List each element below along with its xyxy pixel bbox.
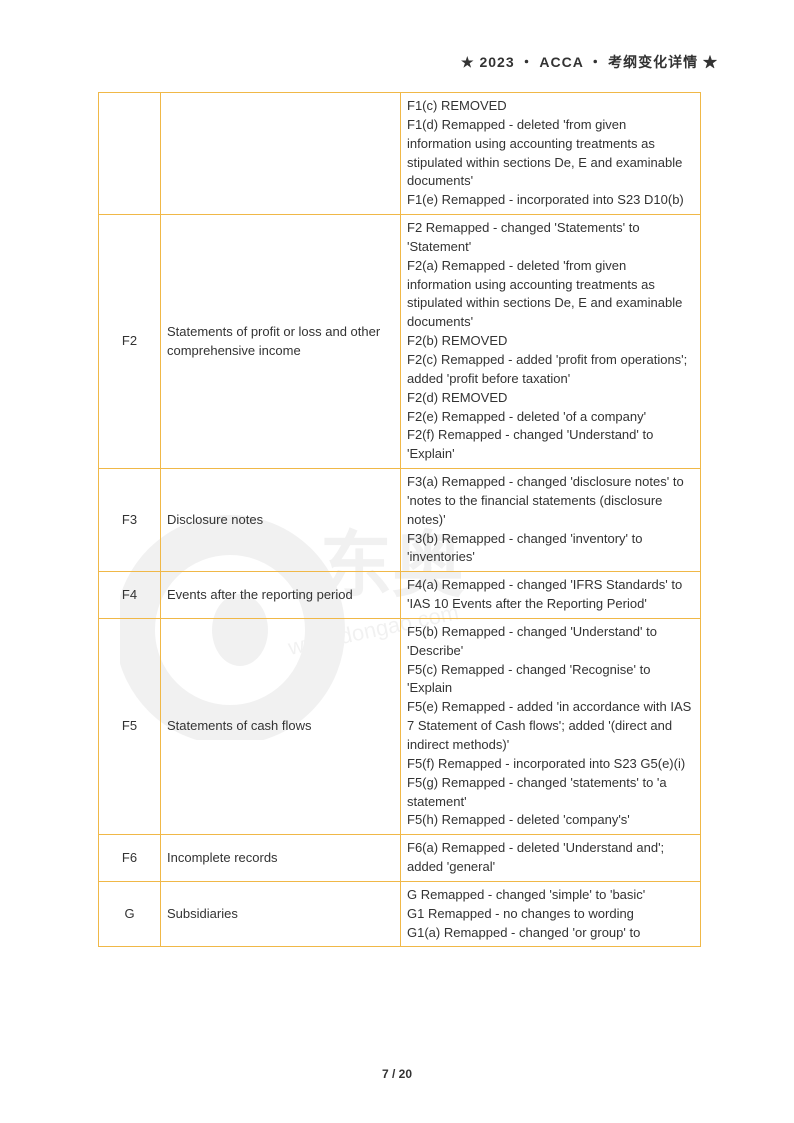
cell-code: F4 — [99, 572, 161, 619]
page-number-sep: / — [389, 1067, 399, 1081]
cell-desc: F1(c) REMOVEDF1(d) Remapped - deleted 'f… — [401, 93, 701, 215]
cell-title: Statements of cash flows — [161, 618, 401, 834]
cell-code: F3 — [99, 469, 161, 572]
table-row: F5 Statements of cash flows F5(b) Remapp… — [99, 618, 701, 834]
cell-title — [161, 93, 401, 215]
table-row: G Subsidiaries G Remapped - changed 'sim… — [99, 881, 701, 947]
cell-desc: F2 Remapped - changed 'Statements' to 'S… — [401, 215, 701, 469]
cell-title: Statements of profit or loss and other c… — [161, 215, 401, 469]
page-header: ★ 2023 ・ ACCA ・ 考纲变化详情 ★ — [461, 52, 718, 72]
cell-title: Disclosure notes — [161, 469, 401, 572]
cell-code: F2 — [99, 215, 161, 469]
cell-code: F5 — [99, 618, 161, 834]
content-area: F1(c) REMOVEDF1(d) Remapped - deleted 'f… — [98, 92, 700, 947]
table-row: F3 Disclosure notes F3(a) Remapped - cha… — [99, 469, 701, 572]
page-footer: 7 / 20 — [0, 1067, 794, 1081]
cell-code: F6 — [99, 835, 161, 882]
cell-desc: F6(a) Remapped - deleted 'Understand and… — [401, 835, 701, 882]
cell-code: G — [99, 881, 161, 947]
page-number-current: 7 — [382, 1067, 389, 1081]
cell-desc: F3(a) Remapped - changed 'disclosure not… — [401, 469, 701, 572]
table-row: F2 Statements of profit or loss and othe… — [99, 215, 701, 469]
table-row: F1(c) REMOVEDF1(d) Remapped - deleted 'f… — [99, 93, 701, 215]
cell-desc: G Remapped - changed 'simple' to 'basic'… — [401, 881, 701, 947]
cell-title: Events after the reporting period — [161, 572, 401, 619]
table-row: F6 Incomplete records F6(a) Remapped - d… — [99, 835, 701, 882]
header-text: ★ 2023 ・ ACCA ・ 考纲变化详情 ★ — [461, 54, 718, 70]
cell-code — [99, 93, 161, 215]
cell-title: Subsidiaries — [161, 881, 401, 947]
page-number-total: 20 — [399, 1067, 412, 1081]
table-body: F1(c) REMOVEDF1(d) Remapped - deleted 'f… — [99, 93, 701, 947]
syllabus-table: F1(c) REMOVEDF1(d) Remapped - deleted 'f… — [98, 92, 701, 947]
cell-desc: F5(b) Remapped - changed 'Understand' to… — [401, 618, 701, 834]
cell-title: Incomplete records — [161, 835, 401, 882]
cell-desc: F4(a) Remapped - changed 'IFRS Standards… — [401, 572, 701, 619]
table-row: F4 Events after the reporting period F4(… — [99, 572, 701, 619]
